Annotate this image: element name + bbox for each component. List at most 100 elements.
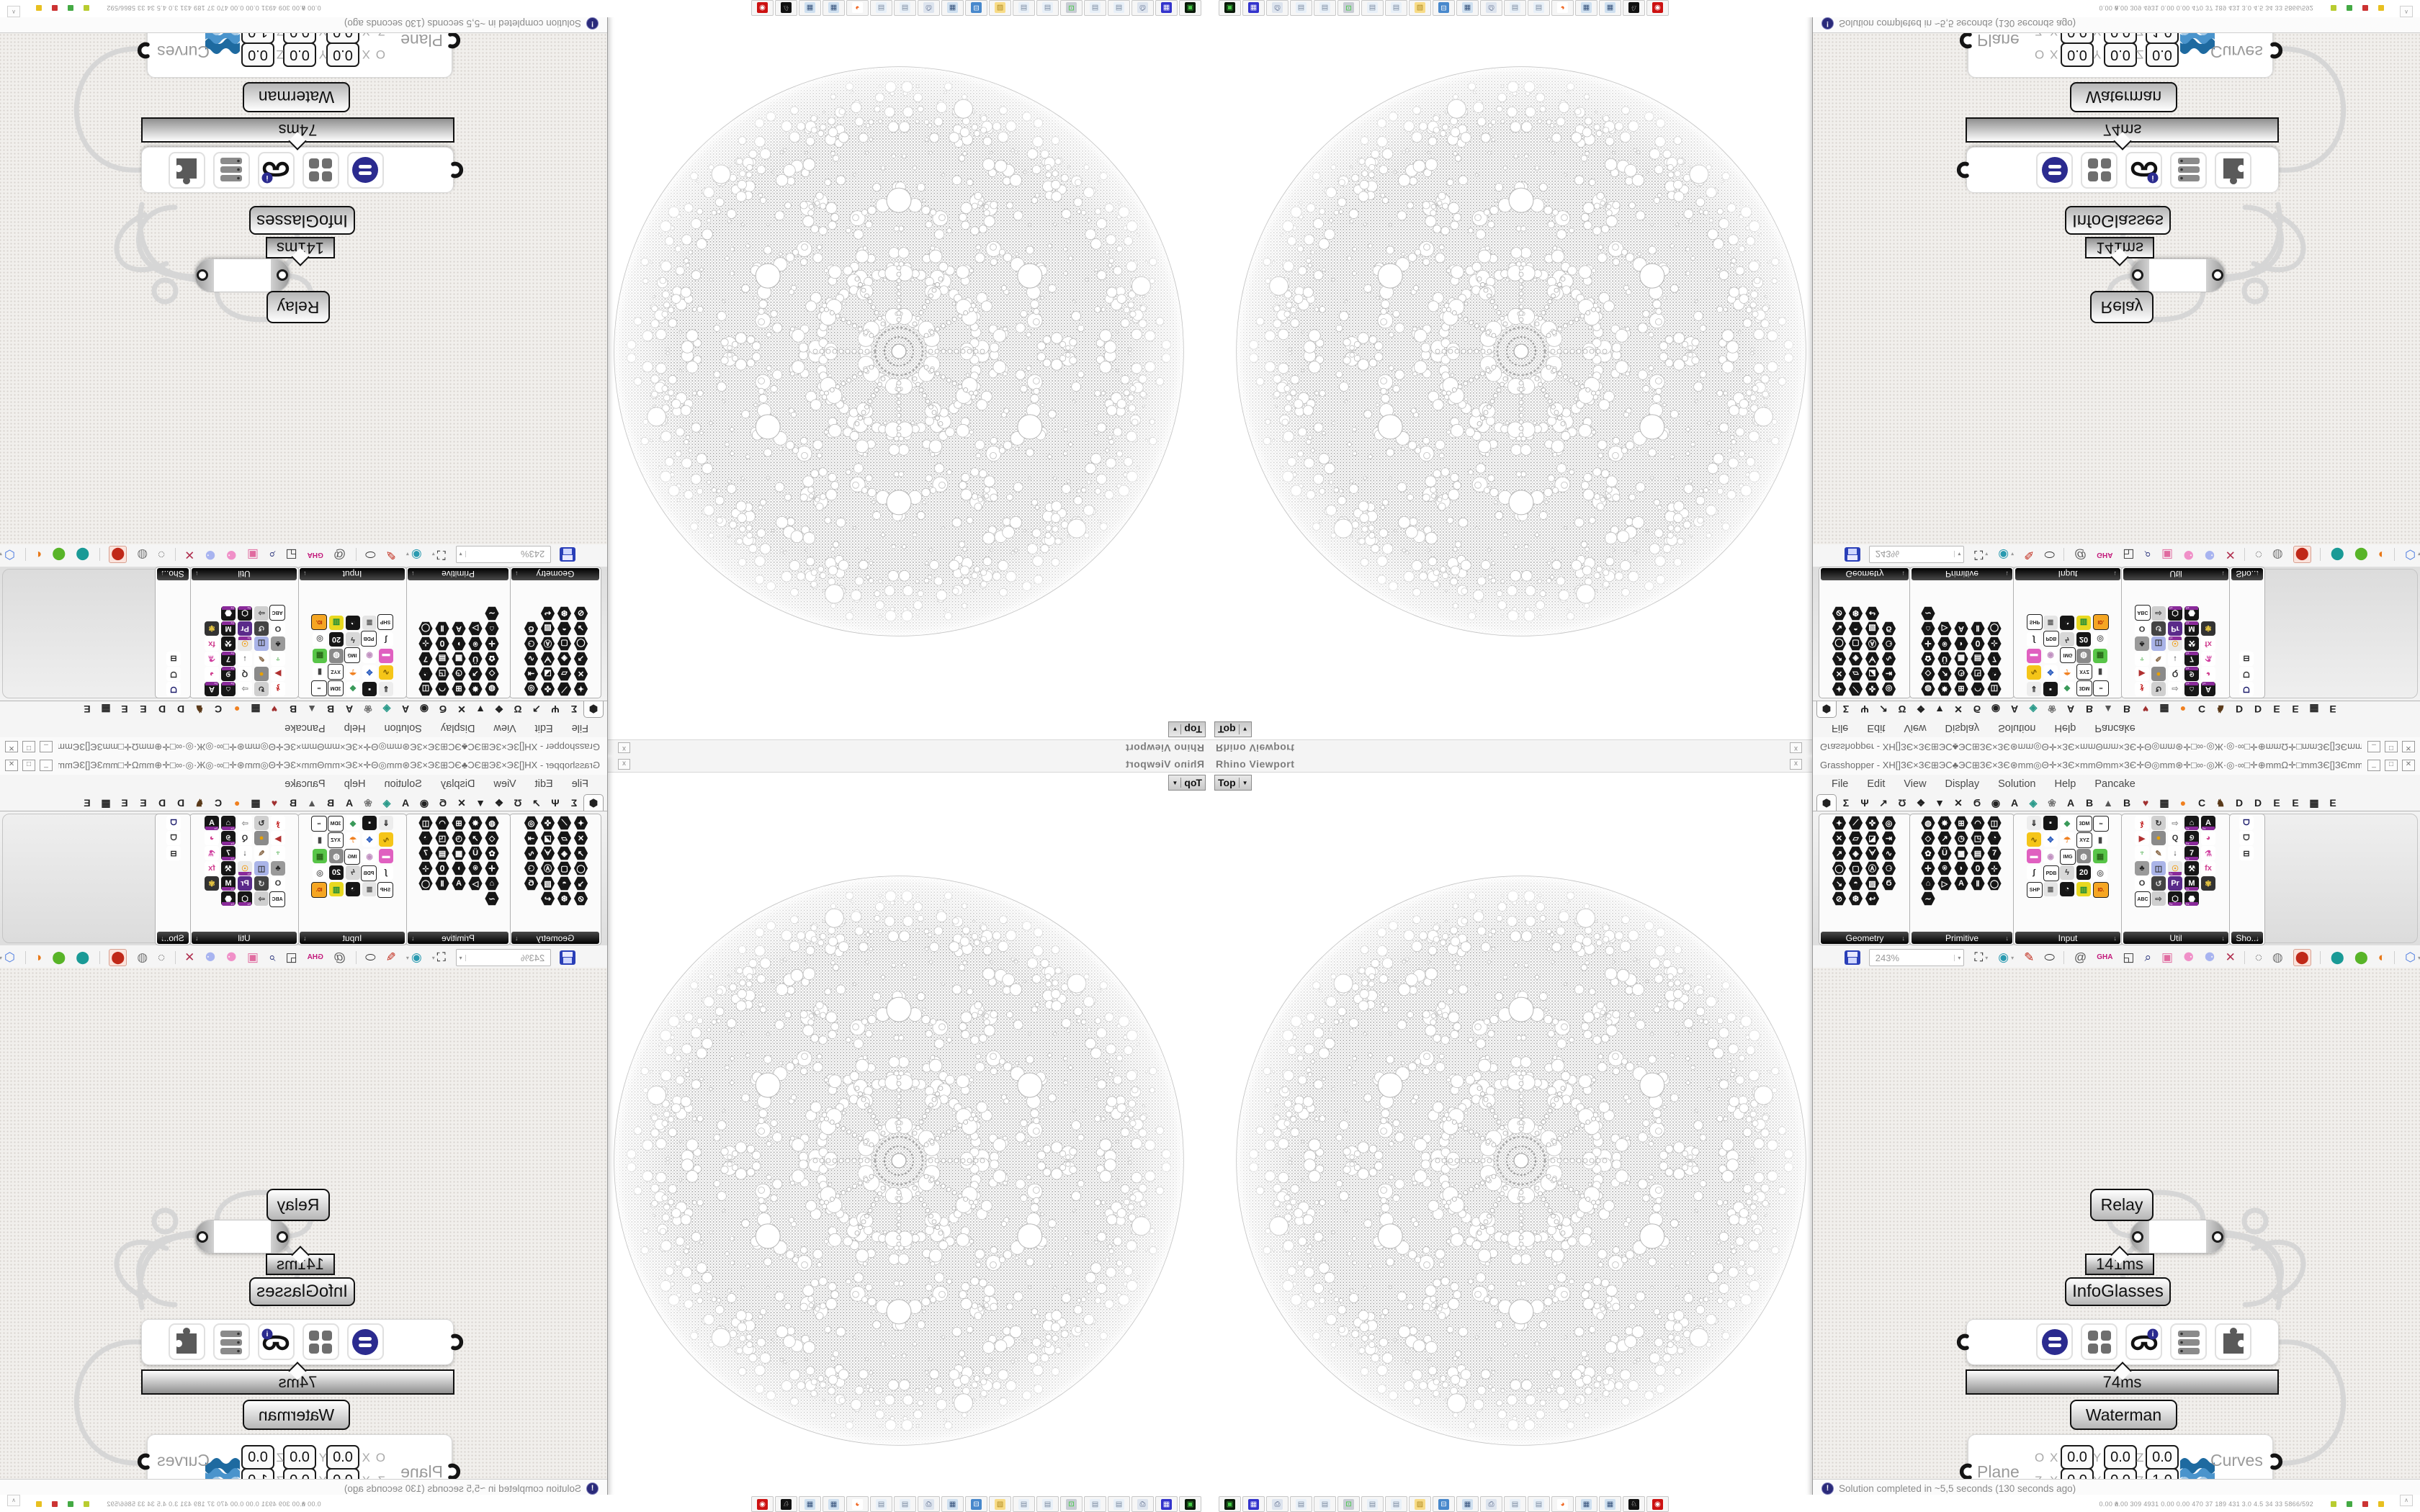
palette-icon[interactable]: ◈ <box>1848 846 1863 860</box>
palette-icon[interactable]: ◇ <box>485 831 499 845</box>
menu-item-file[interactable]: File <box>571 722 588 734</box>
pin-green-button[interactable]: ⬤ <box>52 548 66 562</box>
tab-plugin-25[interactable]: E <box>2292 797 2299 809</box>
palette-icon[interactable]: ▬ <box>2027 849 2041 863</box>
palette-icon[interactable]: ↘ <box>1832 876 1847 891</box>
app-console-taskbar-button[interactable]: ▣ <box>1179 0 1201 16</box>
palette-icon[interactable]: ◫ <box>418 682 433 696</box>
palette-icon[interactable]: Ⅱ <box>1971 621 1985 636</box>
app-notepad-taskbar-button[interactable]: ▤ <box>1314 0 1336 16</box>
goggles-icon[interactable]: i <box>258 152 295 189</box>
palette-icon[interactable]: A <box>1954 876 1968 891</box>
menu-item-help[interactable]: Help <box>344 778 366 790</box>
app-red-tool-taskbar-button[interactable]: ◉ <box>1646 1496 1669 1512</box>
gha-assembly-button[interactable]: GHA <box>2097 953 2113 961</box>
chevron-down-icon[interactable]: ▾ <box>405 954 409 961</box>
plane-zx-value[interactable]: 0.0 <box>2061 1468 2094 1479</box>
close-icon[interactable]: ✕ <box>5 741 18 752</box>
minimize-icon[interactable]: _ <box>40 760 53 771</box>
palette-icon[interactable]: ❆ <box>557 606 572 621</box>
tab-surface[interactable]: ❖ <box>494 703 504 715</box>
palette-icon[interactable]: ▩ <box>1954 846 1968 860</box>
palette-icon[interactable]: XYZ <box>328 832 344 848</box>
grasshopper-title-bar[interactable]: Grasshopper - XH[]ЗЄ×ЗЄ⊞ЭC♣ЭС⊞ЗЄ×ЗЄ⊛mm◎Θ… <box>0 756 607 775</box>
relay-label-capsule[interactable]: Relay <box>2090 1189 2154 1221</box>
palette-icon[interactable]: ◳ <box>1971 831 1985 845</box>
palette-icon[interactable]: ◔ <box>1987 667 2002 681</box>
palette-icon[interactable]: ⇨ <box>2151 891 2166 906</box>
tab-plugin-10[interactable]: A <box>2010 797 2019 809</box>
palette-icon[interactable]: Ⅱ <box>435 876 449 891</box>
app-firefox-taskbar-button[interactable]: ◕ <box>846 0 869 16</box>
tab-transform[interactable]: Ϭ <box>1973 703 1981 715</box>
plane-oy-value[interactable]: 0.0 <box>2104 1445 2137 1470</box>
menu-item-solution[interactable]: Solution <box>384 778 422 790</box>
palette-icon[interactable]: ⊘ <box>574 891 588 906</box>
palette-icon[interactable]: ߀ <box>1971 861 1985 876</box>
palette-icon[interactable]: ߀ <box>435 861 449 876</box>
tab-plugin-22[interactable]: D <box>2235 797 2244 809</box>
palette-icon[interactable]: ⊹ <box>418 861 433 876</box>
palette-group-label[interactable]: Sho... ↓ <box>2231 932 2263 944</box>
palette-icon[interactable]: ↗ <box>468 667 483 681</box>
palette-icon[interactable]: Ϭ <box>1882 621 1896 636</box>
palette-icon[interactable]: ⌂ ≡x <box>221 816 236 830</box>
palette-icon[interactable]: ▷ <box>1937 621 1952 636</box>
palette-icon[interactable]: Ü <box>468 652 483 666</box>
menu-item-view[interactable]: View <box>1904 722 1927 734</box>
palette-icon[interactable]: ▩ <box>452 846 466 860</box>
viewport-tab-top[interactable]: Top ▼ <box>1168 775 1206 791</box>
palette-icon[interactable]: 7 <box>1987 652 2002 666</box>
palette-icon[interactable]: ◷ <box>452 831 466 845</box>
tab-transform[interactable]: Ϭ <box>439 703 447 715</box>
palette-icon[interactable]: ჯ <box>2135 816 2149 830</box>
menu-item-view[interactable]: View <box>493 778 516 790</box>
palette-icon[interactable]: ⇨ <box>2168 682 2182 696</box>
crossed-wires-button[interactable]: ✕ <box>2225 548 2236 562</box>
tab-plugin-27[interactable]: E <box>2329 703 2336 715</box>
palette-icon[interactable]: ▨ <box>1865 876 1880 891</box>
tab-plugin-25[interactable]: E <box>121 797 128 809</box>
palette-icon[interactable]: ◯ <box>574 861 588 876</box>
palette-icon[interactable]: ↓ <box>238 652 252 666</box>
tab-plugin-24[interactable]: E <box>2273 797 2280 809</box>
app-terminal-taskbar-button[interactable]: ⊡ <box>1060 0 1083 16</box>
pin-green-button[interactable]: ⬤ <box>2354 548 2368 562</box>
minimize-icon[interactable]: _ <box>2367 741 2380 752</box>
palette-icon[interactable]: ▢ <box>557 636 572 651</box>
server-icon[interactable] <box>2170 152 2207 189</box>
palette-group-label[interactable]: Util ↓ <box>192 932 297 944</box>
palette-icon[interactable]: 7 ≡x <box>221 846 236 860</box>
chevron-down-icon[interactable]: ▾ <box>405 551 409 558</box>
bulb-blue-icon[interactable]: ⚈ <box>205 548 216 562</box>
palette-icon[interactable]: ᗜ <box>166 667 181 681</box>
palette-icon[interactable]: ✾ <box>2201 621 2215 636</box>
app-dark-tool-taskbar-button[interactable]: ♘ <box>1623 0 1645 16</box>
palette-icon[interactable]: ▶ <box>2135 831 2149 845</box>
palette-icon[interactable]: ◗ <box>1954 861 1968 876</box>
tab-plugin-18[interactable]: ▦ <box>2159 703 2169 715</box>
grid-icon[interactable] <box>302 1323 339 1360</box>
palette-icon[interactable]: ✦ <box>1832 816 1847 830</box>
palette-icon[interactable]: ◉ <box>362 649 377 663</box>
palette-icon[interactable]: ⌂ <box>485 621 499 636</box>
palette-icon[interactable]: ✸ <box>468 816 483 830</box>
infoglasses-label-capsule[interactable]: InfoGlasses <box>2065 1277 2171 1306</box>
palette-icon[interactable]: ↗ <box>468 831 483 845</box>
palette-icon[interactable]: ◇ <box>1921 667 1935 681</box>
palette-icon[interactable]: ↘ <box>1832 621 1847 636</box>
palette-group-label[interactable]: Primitive ↓ <box>408 568 508 580</box>
taskbar-expand-chevron[interactable]: ∧ <box>7 6 20 17</box>
minimize-icon[interactable]: _ <box>2367 760 2380 771</box>
palette-icon[interactable]: 7 ≡x <box>2184 846 2199 860</box>
palette-icon[interactable]: ⊞ <box>452 816 466 830</box>
palette-icon[interactable]: ✾ <box>2201 876 2215 891</box>
palette-icon[interactable]: ⇓ <box>2027 816 2041 830</box>
tab-plugin-18[interactable]: ▦ <box>251 703 261 715</box>
app-printer-taskbar-button[interactable]: ⎙ <box>918 0 940 16</box>
palette-icon[interactable]: ◯ <box>1832 636 1847 651</box>
palette-icon[interactable]: ◕ <box>205 667 219 681</box>
tab-sets[interactable]: Ψ <box>1860 703 1869 715</box>
tab-plugin-23[interactable]: D <box>2254 703 2262 715</box>
palette-icon[interactable]: ⌂ ≡x <box>2184 682 2199 696</box>
